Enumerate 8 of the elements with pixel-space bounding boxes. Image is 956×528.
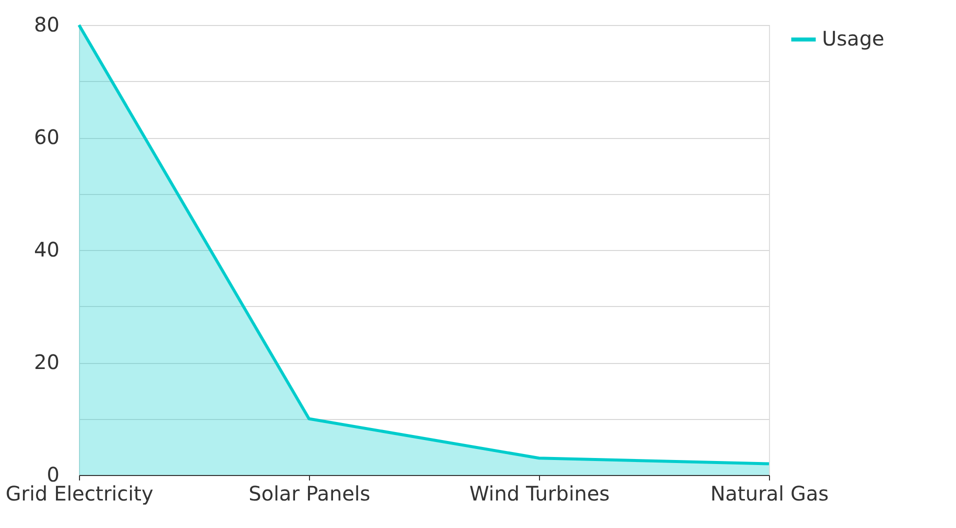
y-tick-label: 80	[34, 12, 60, 36]
x-tick-label: Solar Panels	[248, 482, 370, 506]
y-tick-label: 20	[34, 350, 60, 374]
x-tick-label: Wind Turbines	[469, 482, 610, 506]
x-tick-label: Natural Gas	[710, 482, 829, 506]
y-tick-label: 60	[34, 125, 60, 149]
legend-label: Usage	[822, 26, 884, 50]
y-tick-label: 40	[34, 238, 60, 262]
